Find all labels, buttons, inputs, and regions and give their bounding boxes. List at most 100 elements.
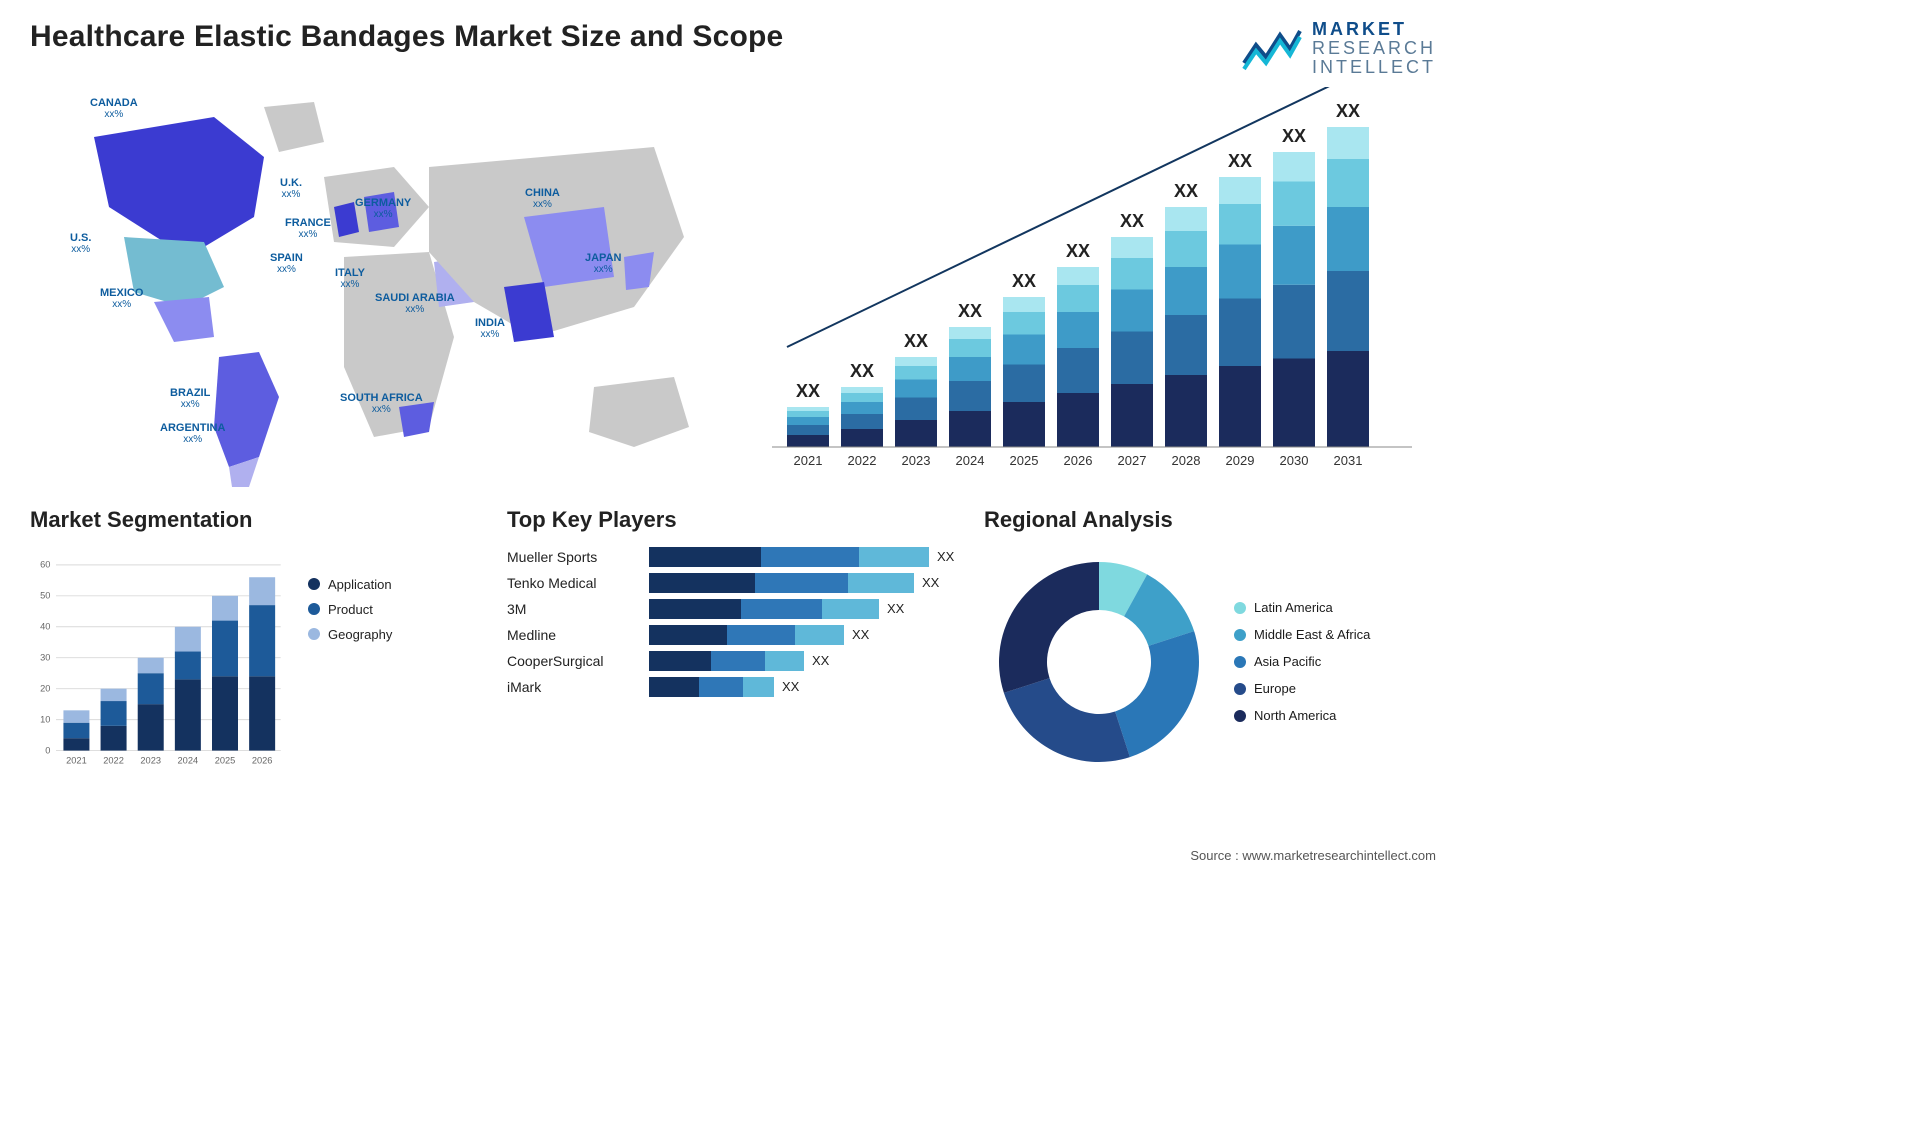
svg-text:0: 0	[45, 745, 50, 755]
svg-text:40: 40	[40, 621, 50, 631]
svg-text:10: 10	[40, 714, 50, 724]
map-label-saudi-arabia: SAUDI ARABIAxx%	[375, 292, 455, 316]
svg-text:XX: XX	[904, 331, 928, 351]
players-section: Top Key Players Mueller SportsXXTenko Me…	[507, 507, 959, 787]
svg-text:XX: XX	[850, 361, 874, 381]
player-value: XX	[887, 601, 904, 616]
svg-text:2028: 2028	[1172, 453, 1201, 468]
regional-title: Regional Analysis	[984, 507, 1436, 533]
player-value: XX	[782, 679, 799, 694]
map-label-argentina: ARGENTINAxx%	[160, 422, 225, 446]
player-value: XX	[922, 575, 939, 590]
map-label-china: CHINAxx%	[525, 187, 560, 211]
svg-text:2022: 2022	[103, 755, 124, 765]
svg-text:2023: 2023	[902, 453, 931, 468]
svg-text:2026: 2026	[252, 755, 273, 765]
regional-legend-item: North America	[1234, 708, 1370, 723]
map-label-u-k-: U.K.xx%	[280, 177, 302, 201]
map-label-south-africa: SOUTH AFRICAxx%	[340, 392, 423, 416]
svg-text:XX: XX	[1012, 271, 1036, 291]
player-label: Medline	[507, 627, 637, 643]
player-row: Mueller Sports XX	[507, 547, 959, 567]
player-label: 3M	[507, 601, 637, 617]
brand-logo: MARKET RESEARCH INTELLECT	[1242, 20, 1436, 77]
svg-text:2024: 2024	[178, 755, 199, 765]
svg-text:2031: 2031	[1334, 453, 1363, 468]
map-label-india: INDIAxx%	[475, 317, 505, 341]
svg-text:XX: XX	[1336, 101, 1360, 121]
brand-line1: MARKET	[1312, 20, 1436, 39]
source-note: Source : www.marketresearchintellect.com	[1190, 848, 1436, 863]
svg-text:2026: 2026	[1064, 453, 1093, 468]
segmentation-chart: 0102030405060202120222023202420252026	[30, 547, 290, 787]
regional-legend: Latin America Middle East & Africa Asia Pa…	[1234, 600, 1370, 723]
svg-text:60: 60	[40, 559, 50, 569]
segmentation-legend-item: Geography	[308, 627, 392, 642]
player-bar	[649, 599, 879, 619]
svg-text:XX: XX	[796, 381, 820, 401]
svg-text:2025: 2025	[1010, 453, 1039, 468]
svg-text:XX: XX	[1174, 181, 1198, 201]
player-label: Mueller Sports	[507, 549, 637, 565]
svg-text:2030: 2030	[1280, 453, 1309, 468]
svg-text:2021: 2021	[794, 453, 823, 468]
svg-text:2022: 2022	[848, 453, 877, 468]
segmentation-legend: Application Product Geography	[308, 577, 392, 642]
regional-legend-item: Middle East & Africa	[1234, 627, 1370, 642]
player-bar	[649, 677, 774, 697]
player-value: XX	[812, 653, 829, 668]
players-title: Top Key Players	[507, 507, 959, 533]
player-value: XX	[852, 627, 869, 642]
player-row: 3M XX	[507, 599, 959, 619]
svg-text:2023: 2023	[140, 755, 161, 765]
regional-legend-item: Europe	[1234, 681, 1370, 696]
regional-section: Regional Analysis Latin America Middle Ea…	[984, 507, 1436, 787]
svg-text:XX: XX	[1120, 211, 1144, 231]
regional-legend-item: Asia Pacific	[1234, 654, 1370, 669]
svg-text:2029: 2029	[1226, 453, 1255, 468]
map-label-mexico: MEXICOxx%	[100, 287, 143, 311]
map-label-u-s-: U.S.xx%	[70, 232, 91, 256]
player-row: Medline XX	[507, 625, 959, 645]
map-label-italy: ITALYxx%	[335, 267, 365, 291]
svg-text:XX: XX	[1228, 151, 1252, 171]
player-label: CooperSurgical	[507, 653, 637, 669]
segmentation-title: Market Segmentation	[30, 507, 482, 533]
svg-text:30: 30	[40, 652, 50, 662]
brand-line2: RESEARCH	[1312, 39, 1436, 58]
regional-donut	[984, 547, 1214, 777]
segmentation-section: Market Segmentation 01020304050602021202…	[30, 507, 482, 787]
world-map-panel: CANADAxx%U.S.xx%MEXICOxx%BRAZILxx%ARGENT…	[30, 87, 718, 487]
players-chart: Mueller SportsXXTenko MedicalXX3MXXMedli…	[507, 547, 959, 697]
main-chart-panel: 2021 2022 2023 2024 2025 2026 2027 2028 2029 2030…	[748, 87, 1436, 487]
header: Healthcare Elastic Bandages Market Size …	[30, 20, 1436, 77]
player-row: Tenko Medical XX	[507, 573, 959, 593]
player-value: XX	[937, 549, 954, 564]
page-title: Healthcare Elastic Bandages Market Size …	[30, 20, 783, 54]
svg-text:2025: 2025	[215, 755, 236, 765]
segmentation-legend-item: Product	[308, 602, 392, 617]
map-label-spain: SPAINxx%	[270, 252, 303, 276]
svg-text:XX: XX	[1066, 241, 1090, 261]
player-bar	[649, 651, 804, 671]
svg-text:20: 20	[40, 683, 50, 693]
map-label-japan: JAPANxx%	[585, 252, 621, 276]
main-chart-svg: 2021 2022 2023 2024 2025 2026 2027 2028 2029 2030…	[748, 87, 1436, 487]
player-bar	[649, 625, 844, 645]
svg-text:2024: 2024	[956, 453, 985, 468]
svg-text:XX: XX	[958, 301, 982, 321]
brand-line3: INTELLECT	[1312, 58, 1436, 77]
player-label: Tenko Medical	[507, 575, 637, 591]
player-label: iMark	[507, 679, 637, 695]
map-label-germany: GERMANYxx%	[355, 197, 411, 221]
regional-legend-item: Latin America	[1234, 600, 1370, 615]
map-label-canada: CANADAxx%	[90, 97, 138, 121]
map-label-france: FRANCExx%	[285, 217, 331, 241]
svg-text:XX: XX	[1282, 126, 1306, 146]
player-bar	[649, 573, 914, 593]
player-bar	[649, 547, 929, 567]
player-row: CooperSurgical XX	[507, 651, 959, 671]
svg-text:2027: 2027	[1118, 453, 1147, 468]
player-row: iMark XX	[507, 677, 959, 697]
segmentation-legend-item: Application	[308, 577, 392, 592]
